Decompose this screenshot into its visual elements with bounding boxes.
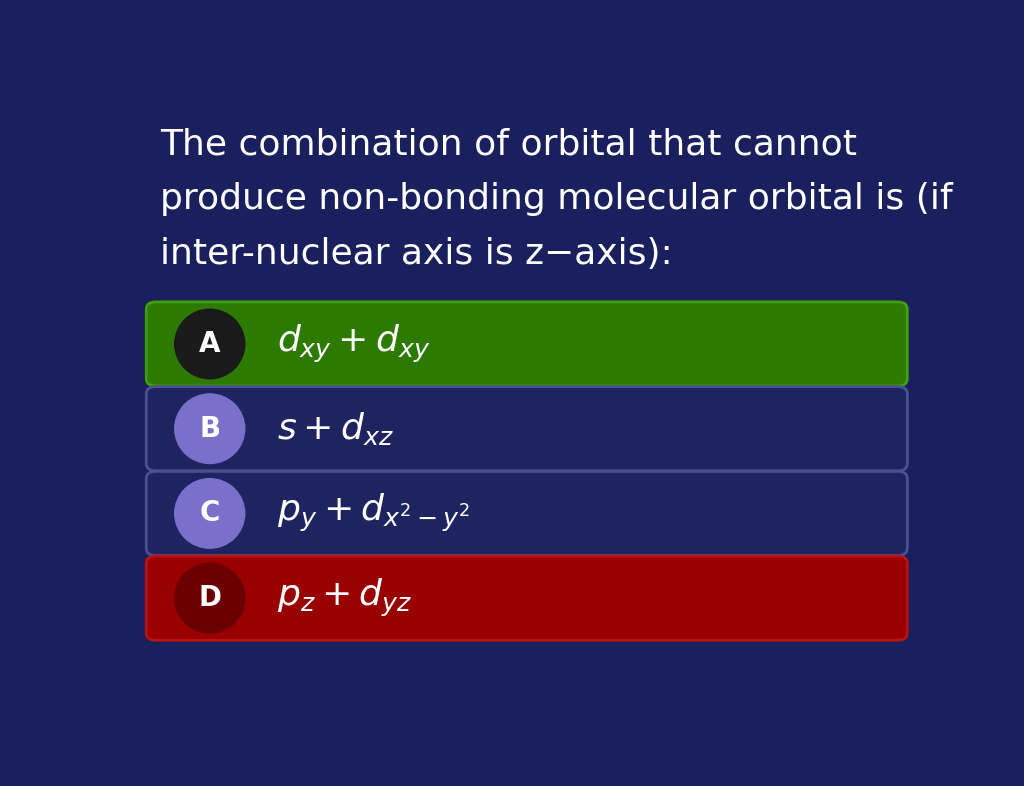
Ellipse shape bbox=[174, 308, 246, 380]
Text: $\mathit{s} + \mathit{d}_{xz}$: $\mathit{s} + \mathit{d}_{xz}$ bbox=[278, 410, 394, 447]
Text: produce non-bonding molecular orbital is (if: produce non-bonding molecular orbital is… bbox=[160, 182, 952, 216]
Text: $\mathit{d}_{xy} + \mathit{d}_{xy}$: $\mathit{d}_{xy} + \mathit{d}_{xy}$ bbox=[278, 323, 430, 365]
FancyBboxPatch shape bbox=[146, 472, 907, 556]
FancyBboxPatch shape bbox=[146, 387, 907, 471]
Text: The combination of orbital that cannot: The combination of orbital that cannot bbox=[160, 127, 857, 162]
Text: C: C bbox=[200, 499, 220, 527]
Text: $\mathit{p}_{y} + \mathit{d}_{x^2-y^2}$: $\mathit{p}_{y} + \mathit{d}_{x^2-y^2}$ bbox=[278, 492, 470, 534]
FancyBboxPatch shape bbox=[146, 556, 907, 641]
Text: B: B bbox=[200, 415, 220, 443]
Ellipse shape bbox=[174, 478, 246, 549]
Ellipse shape bbox=[174, 563, 246, 634]
Text: A: A bbox=[199, 330, 220, 358]
FancyBboxPatch shape bbox=[146, 302, 907, 386]
Text: D: D bbox=[199, 584, 221, 612]
Text: $\mathit{p}_{z} + \mathit{d}_{yz}$: $\mathit{p}_{z} + \mathit{d}_{yz}$ bbox=[278, 577, 413, 619]
Ellipse shape bbox=[174, 393, 246, 465]
Text: inter-nuclear axis is z−axis):: inter-nuclear axis is z−axis): bbox=[160, 237, 673, 270]
